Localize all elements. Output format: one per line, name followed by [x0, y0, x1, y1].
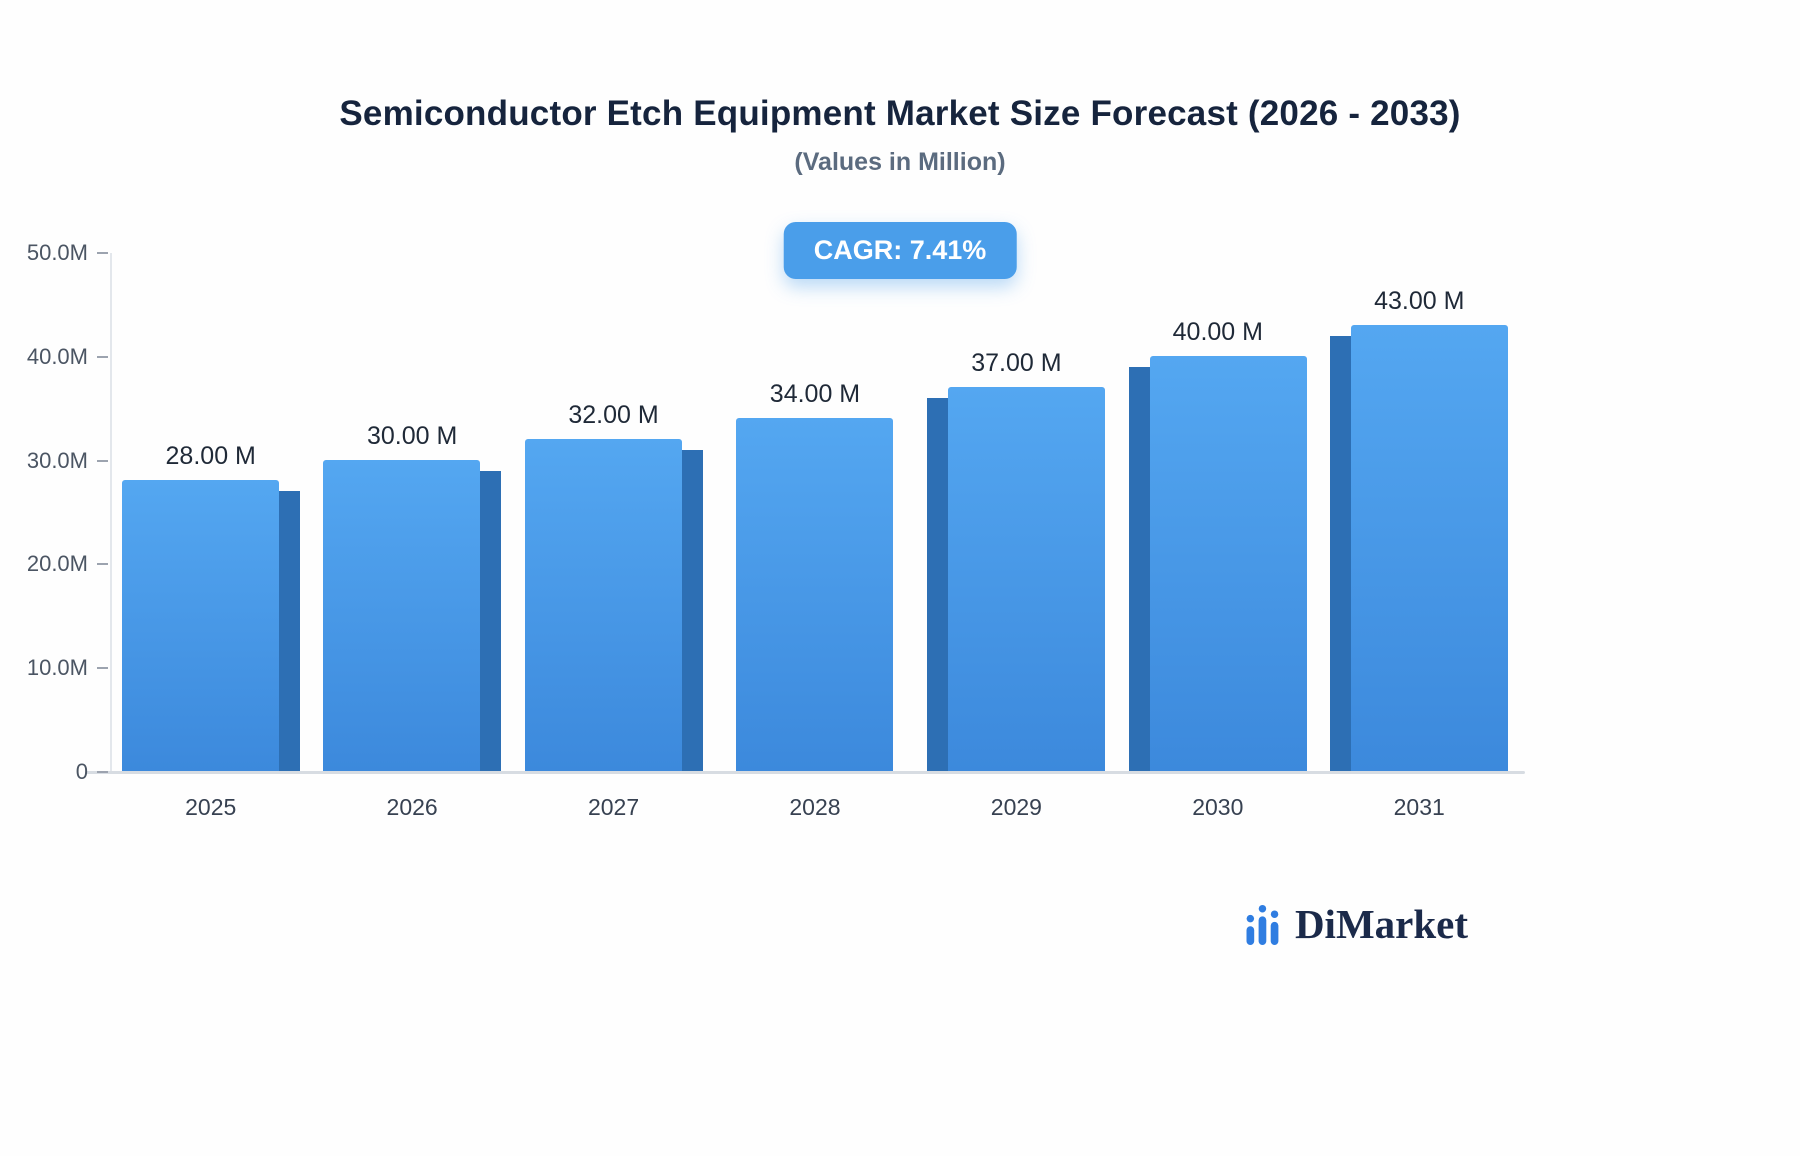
- x-tick-label: 2025: [185, 794, 237, 820]
- bar-group: 28.00 M 2025: [121, 442, 300, 820]
- bar-face: [323, 459, 481, 771]
- y-tick-label: 0: [75, 759, 88, 784]
- y-tick: 10.0M: [0, 655, 108, 681]
- bar-edge: [278, 491, 300, 771]
- bar-value-label: 37.00 M: [971, 348, 1062, 377]
- y-tick-label: 50.0M: [26, 240, 88, 265]
- bar-group: 32.00 M 2027: [524, 400, 703, 820]
- bar-group: 40.00 M 2030: [1128, 317, 1307, 820]
- bar-value-label: 34.00 M: [769, 380, 861, 409]
- bar-value-label: 30.00 M: [366, 421, 458, 450]
- x-tick-label: 2027: [587, 794, 640, 820]
- bar: [1330, 324, 1509, 771]
- y-tick: 20.0M: [0, 551, 108, 577]
- logo: DiMarket: [1241, 901, 1468, 945]
- logo-text: DiMarket: [1294, 901, 1468, 947]
- bar-group: 37.00 M 2029: [927, 348, 1106, 820]
- y-tick-label: 30.0M: [26, 447, 88, 473]
- bar-face: [948, 386, 1106, 771]
- y-tick-mark: [97, 771, 108, 773]
- dimarket-logo-icon: [1246, 904, 1279, 945]
- x-tick-label: 2029: [990, 794, 1042, 820]
- bar-face: [121, 480, 279, 771]
- bars: 28.00 M 2025 30.00 M 2026 32.00 M 2027 34.00 M…: [110, 253, 1520, 820]
- y-tick-label: 20.0M: [26, 551, 88, 577]
- y-tick-mark: [97, 667, 108, 670]
- y-tick-mark: [97, 252, 108, 254]
- bar-edge: [927, 397, 949, 771]
- bar-group: 30.00 M 2026: [323, 421, 502, 820]
- bar: [927, 386, 1106, 771]
- x-tick-label: 2031: [1393, 794, 1445, 820]
- bar-face: [735, 418, 893, 771]
- bar-face: [524, 438, 682, 771]
- bar-value-label: 43.00 M: [1374, 286, 1465, 315]
- bar-edge: [681, 449, 703, 771]
- y-tick: 30.0M: [0, 448, 108, 474]
- bar-value-label: 28.00 M: [165, 442, 256, 471]
- bar: [121, 480, 300, 771]
- bar-edge: [480, 470, 502, 771]
- x-tick-label: 2026: [386, 794, 438, 820]
- bar-value-label: 32.00 M: [568, 400, 659, 429]
- bar-group: 43.00 M 2031: [1330, 286, 1509, 820]
- cagr-badge: CAGR: 7.41%: [783, 222, 1017, 279]
- y-tick: 40.0M: [0, 344, 108, 370]
- bar-edge: [1128, 366, 1150, 771]
- bar: [524, 438, 703, 771]
- x-tick-label: 2030: [1192, 794, 1244, 820]
- y-tick-label: 10.0M: [26, 655, 88, 681]
- bar-value-label: 40.00 M: [1172, 317, 1263, 346]
- bar-face: [1351, 324, 1509, 771]
- bar: [726, 418, 904, 771]
- y-tick: 0: [0, 759, 108, 785]
- plot-area: 50.0M 40.0M 30.0M 20.0M 10.0M 0 28.00 M 2025 30…: [0, 240, 1800, 820]
- chart-title: Semiconductor Etch Equipment Market Size…: [339, 94, 1461, 133]
- x-axis-line: [85, 771, 1525, 774]
- y-tick-label: 40.0M: [26, 343, 88, 369]
- bar: [1128, 355, 1307, 771]
- y-tick-mark: [97, 355, 108, 358]
- y-tick-mark: [97, 459, 108, 462]
- y-tick: 50.0M: [0, 240, 108, 266]
- y-axis-line: [110, 253, 112, 772]
- x-tick-label: 2028: [789, 794, 841, 820]
- bar-face: [1149, 355, 1307, 771]
- bar-edge: [1330, 335, 1352, 771]
- y-tick-mark: [97, 563, 108, 566]
- bar: [323, 459, 502, 771]
- bar-group: 34.00 M 2028: [726, 380, 904, 820]
- chart-subtitle: (Values in Million): [794, 148, 1006, 176]
